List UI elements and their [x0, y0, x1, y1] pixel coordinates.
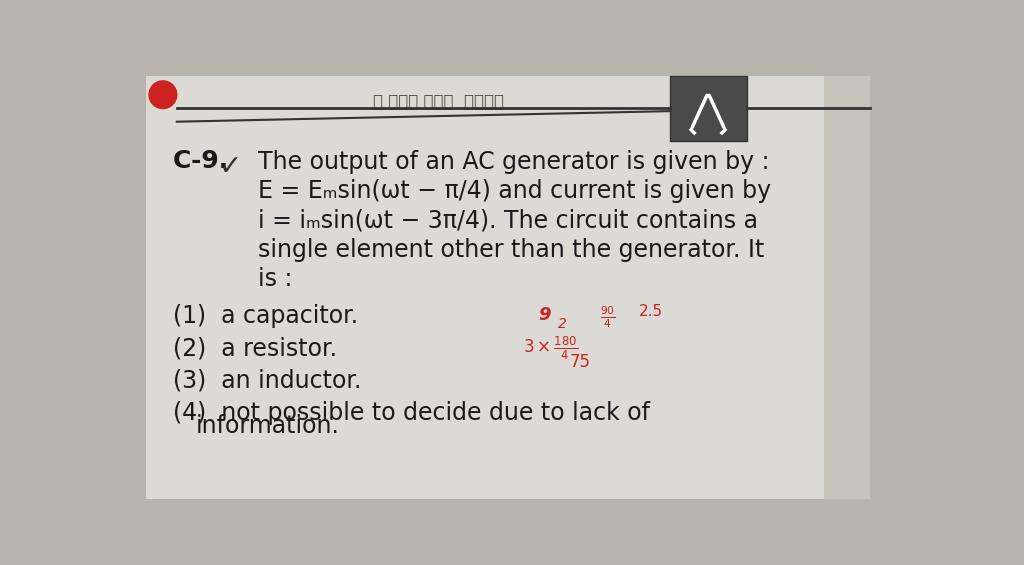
Text: is :: is :: [258, 267, 292, 291]
Text: (1)  a capacitor.: (1) a capacitor.: [173, 304, 358, 328]
Text: 75: 75: [569, 353, 591, 371]
Text: information.: information.: [196, 414, 340, 437]
Text: 2.5: 2.5: [639, 304, 663, 319]
Circle shape: [150, 81, 177, 108]
Text: (2)  a resistor.: (2) a resistor.: [173, 337, 337, 360]
FancyBboxPatch shape: [823, 76, 869, 499]
Text: $3\times \frac{180}{4}$: $3\times \frac{180}{4}$: [523, 335, 579, 362]
Text: 2: 2: [558, 316, 567, 331]
Text: (3)  an inductor.: (3) an inductor.: [173, 369, 361, 393]
Text: C-9.: C-9.: [173, 149, 229, 173]
Text: (4)  not possible to decide due to lack of: (4) not possible to decide due to lack o…: [173, 401, 650, 425]
Text: $\frac{90}{4}$: $\frac{90}{4}$: [600, 304, 615, 330]
FancyBboxPatch shape: [146, 76, 869, 499]
Text: i = iₘsin(ωt − 3π/4). The circuit contains a: i = iₘsin(ωt − 3π/4). The circuit contai…: [258, 208, 758, 233]
Text: ✓: ✓: [219, 153, 243, 180]
Text: 9: 9: [539, 306, 551, 324]
Text: E = Eₘsin(ωt − π/4) and current is given by: E = Eₘsin(ωt − π/4) and current is given…: [258, 180, 771, 203]
Text: १ भनी आमद  एजाज: १ भनी आमद एजाज: [373, 93, 504, 111]
FancyBboxPatch shape: [670, 76, 746, 141]
Text: single element other than the generator. It: single element other than the generator.…: [258, 238, 764, 262]
Text: The output of an AC generator is given by :: The output of an AC generator is given b…: [258, 150, 769, 174]
